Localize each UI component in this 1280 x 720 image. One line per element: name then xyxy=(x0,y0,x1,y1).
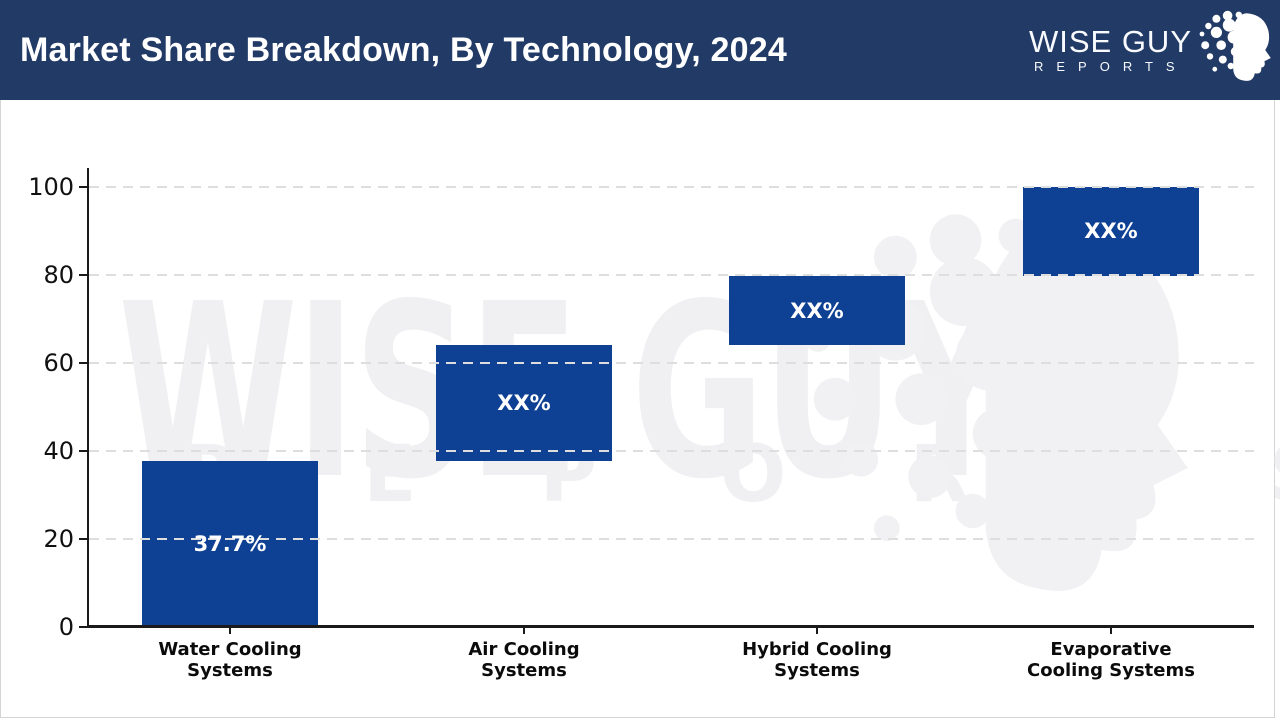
x-tick-mark xyxy=(1110,628,1112,634)
y-tick-mark xyxy=(79,274,87,276)
x-tick-mark xyxy=(229,628,231,634)
x-tick-mark xyxy=(523,628,525,634)
waterfall-bar xyxy=(1023,187,1199,276)
y-tick-label: 40 xyxy=(43,437,74,465)
y-tick-mark xyxy=(79,450,87,452)
brand-logo-text: WISE GUY REPORTS xyxy=(1029,25,1192,75)
y-tick-mark xyxy=(79,186,87,188)
waterfall-bar xyxy=(142,461,318,627)
y-tick-label: 0 xyxy=(58,613,74,641)
category-label: Evaporative Cooling Systems xyxy=(1027,639,1195,681)
category-label: Air Cooling Systems xyxy=(468,639,580,681)
gridline xyxy=(89,362,1254,364)
waterfall-bar xyxy=(436,345,612,462)
header-bar: Market Share Breakdown, By Technology, 2… xyxy=(0,0,1280,100)
gridline xyxy=(89,538,1254,540)
bar-value-label: XX% xyxy=(1084,219,1138,244)
brand-subname: REPORTS xyxy=(1033,59,1188,74)
waterfall-bar xyxy=(729,275,905,346)
gridline xyxy=(89,450,1254,452)
wise-guy-head-icon xyxy=(1199,10,1271,81)
brand-name: WISE GUY xyxy=(1028,24,1192,59)
y-tick-mark xyxy=(79,626,87,628)
bar-value-label: XX% xyxy=(790,298,844,323)
gridline xyxy=(89,274,1254,276)
gridline xyxy=(89,186,1254,188)
x-tick-mark xyxy=(816,628,818,634)
y-tick-mark xyxy=(79,538,87,540)
y-tick-label: 100 xyxy=(28,173,74,201)
y-axis-spine xyxy=(87,168,89,627)
category-label: Hybrid Cooling Systems xyxy=(742,639,892,681)
page-title: Market Share Breakdown, By Technology, 2… xyxy=(20,30,787,69)
bar-value-label: 37.7% xyxy=(193,532,267,557)
y-tick-label: 60 xyxy=(43,349,74,377)
brand-logo: WISE GUY REPORTS xyxy=(1029,6,1274,94)
x-axis-line xyxy=(87,625,1254,628)
bar-value-label: XX% xyxy=(497,391,551,416)
y-tick-label: 20 xyxy=(43,525,74,553)
y-tick-mark xyxy=(79,362,87,364)
y-tick-label: 80 xyxy=(43,261,74,289)
category-label: Water Cooling Systems xyxy=(158,639,302,681)
